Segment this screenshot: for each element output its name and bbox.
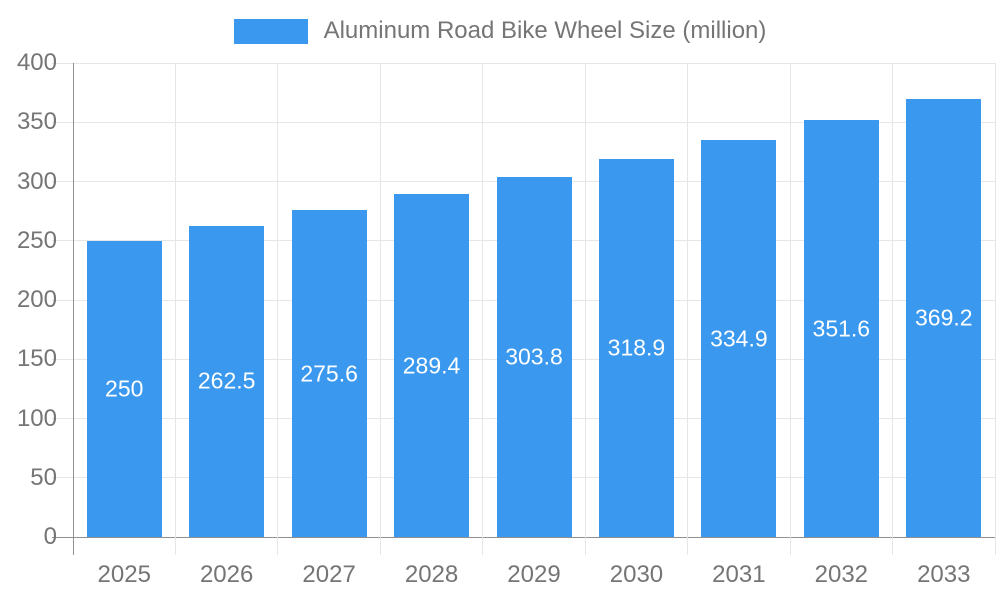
bar-value-label: 250 (105, 375, 144, 402)
bar-2027[interactable] (291, 210, 367, 537)
bar-2031[interactable] (701, 140, 777, 537)
bar-2032[interactable] (803, 120, 879, 537)
bar-value-label: 318.9 (607, 334, 666, 361)
bar-2029[interactable] (496, 176, 572, 537)
y-axis-tick-label: 300 (16, 167, 57, 195)
gridline-vertical (277, 63, 279, 555)
bar-2033[interactable] (906, 99, 982, 537)
gridline-vertical (789, 63, 791, 555)
x-axis-tick-label: 2026 (199, 561, 254, 588)
x-axis-tick-label: 2025 (97, 561, 151, 588)
bar-value-label: 289.4 (402, 352, 461, 379)
gridline-vertical (584, 63, 586, 555)
y-axis-tick-label: 350 (16, 108, 57, 136)
bar-2026[interactable] (189, 225, 265, 537)
x-axis-tick-label: 2033 (917, 561, 971, 588)
legend-swatch (233, 18, 308, 44)
x-axis-tick-label: 2031 (712, 561, 766, 588)
legend-label: Aluminum Road Bike Wheel Size (million) (323, 17, 767, 44)
bar-value-label: 351.6 (812, 315, 871, 342)
gridline-horizontal (52, 121, 995, 123)
y-axis-tick-label: 250 (16, 226, 57, 254)
x-axis-tick-label: 2032 (814, 561, 869, 588)
bar-value-label: 303.8 (505, 343, 563, 370)
bar-value-label: 275.6 (300, 360, 358, 387)
x-axis-baseline (52, 536, 995, 538)
y-axis-tick-label: 50 (30, 463, 57, 491)
x-axis-tick-label: 2029 (507, 561, 561, 588)
y-axis-tick-label: 200 (16, 286, 57, 313)
gridline-vertical (482, 63, 484, 555)
y-axis-tick-label: 0 (43, 523, 57, 550)
gridline-vertical (892, 63, 894, 555)
x-axis-tick-label: 2030 (609, 561, 664, 588)
gridline-horizontal (52, 62, 995, 64)
x-axis-tick-label: 2028 (404, 561, 459, 588)
bar-2025[interactable] (86, 240, 162, 537)
bar-2028[interactable] (394, 194, 470, 537)
bar-value-label: 369.2 (914, 304, 973, 331)
gridline-vertical (687, 63, 689, 555)
chart-legend[interactable]: Aluminum Road Bike Wheel Size (million) (0, 15, 1000, 47)
bar-2030[interactable] (598, 159, 674, 537)
y-axis-tick-label: 400 (16, 49, 57, 76)
gridline-vertical (174, 63, 176, 555)
y-axis-tick-label: 150 (16, 345, 57, 373)
bar-value-label: 262.5 (197, 367, 256, 394)
bar-value-label: 334.9 (710, 325, 768, 352)
y-axis-tick-label: 100 (16, 404, 57, 432)
x-axis-tick-label: 2027 (302, 561, 356, 588)
y-axis-line (72, 63, 74, 555)
gridline-vertical (994, 63, 996, 555)
gridline-vertical (379, 63, 381, 555)
